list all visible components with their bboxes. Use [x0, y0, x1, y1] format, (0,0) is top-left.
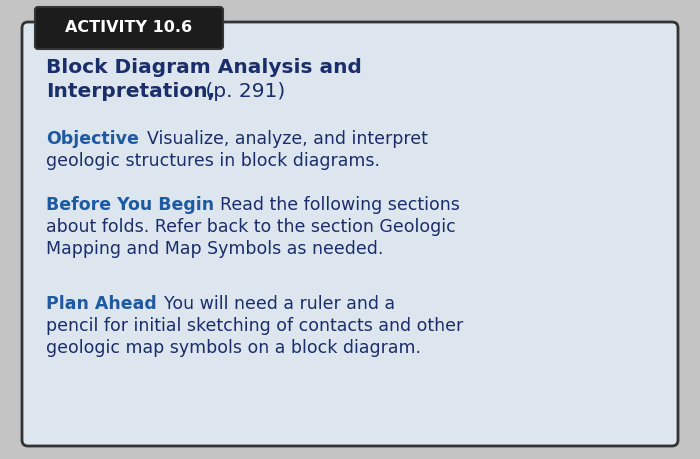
Text: about folds. Refer back to the section Geologic: about folds. Refer back to the section G…: [46, 218, 456, 236]
Text: Interpretation,: Interpretation,: [46, 82, 215, 101]
Text: (p. 291): (p. 291): [199, 82, 286, 101]
Text: Before You Begin: Before You Begin: [46, 196, 214, 214]
Text: Plan Ahead: Plan Ahead: [46, 295, 157, 313]
Text: Objective: Objective: [46, 130, 139, 148]
Text: Mapping and Map Symbols as needed.: Mapping and Map Symbols as needed.: [46, 240, 384, 258]
FancyBboxPatch shape: [35, 7, 223, 49]
Text: You will need a ruler and a: You will need a ruler and a: [153, 295, 395, 313]
Text: ACTIVITY 10.6: ACTIVITY 10.6: [65, 21, 192, 35]
Text: Block Diagram Analysis and: Block Diagram Analysis and: [46, 58, 362, 77]
Text: geologic structures in block diagrams.: geologic structures in block diagrams.: [46, 152, 380, 170]
Text: Read the following sections: Read the following sections: [209, 196, 460, 214]
Text: geologic map symbols on a block diagram.: geologic map symbols on a block diagram.: [46, 339, 421, 357]
FancyBboxPatch shape: [22, 22, 678, 446]
Text: pencil for initial sketching of contacts and other: pencil for initial sketching of contacts…: [46, 317, 463, 335]
Text: Visualize, analyze, and interpret: Visualize, analyze, and interpret: [136, 130, 428, 148]
